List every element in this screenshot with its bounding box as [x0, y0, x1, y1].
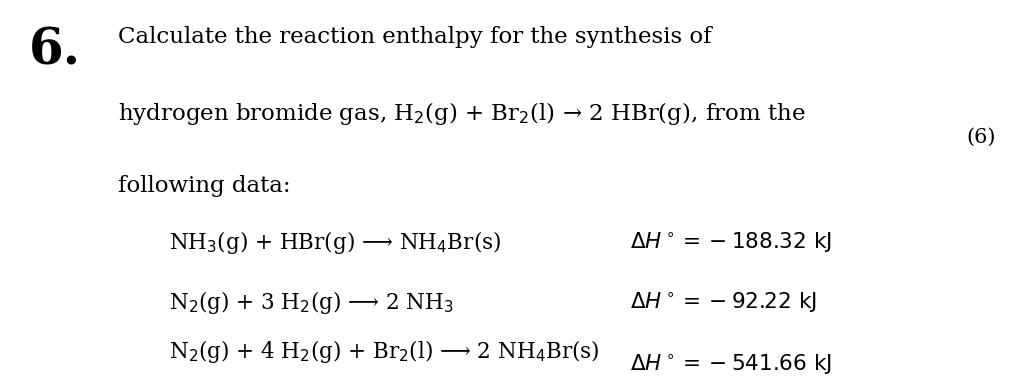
Text: 6.: 6. — [29, 26, 81, 75]
Text: N$_2$(g) + 3 H$_2$(g) ⟶ 2 NH$_3$: N$_2$(g) + 3 H$_2$(g) ⟶ 2 NH$_3$ — [169, 289, 454, 316]
Text: $\Delta H^\circ = -188.32\ \mathrm{kJ}$: $\Delta H^\circ = -188.32\ \mathrm{kJ}$ — [630, 230, 831, 255]
Text: following data:: following data: — [118, 175, 291, 197]
Text: NH$_3$(g) + HBr(g) ⟶ NH$_4$Br(s): NH$_3$(g) + HBr(g) ⟶ NH$_4$Br(s) — [169, 229, 501, 256]
Text: N$_2$(g) + 4 H$_2$(g) + Br$_2$(l) ⟶ 2 NH$_4$Br(s): N$_2$(g) + 4 H$_2$(g) + Br$_2$(l) ⟶ 2 NH… — [169, 338, 600, 365]
Text: (6): (6) — [967, 128, 995, 147]
Text: Calculate the reaction enthalpy for the synthesis of: Calculate the reaction enthalpy for the … — [118, 26, 712, 49]
Text: $\Delta H^\circ = -541.66\ \mathrm{kJ}$: $\Delta H^\circ = -541.66\ \mathrm{kJ}$ — [630, 353, 831, 376]
Text: $\Delta H^\circ = -92.22\ \mathrm{kJ}$: $\Delta H^\circ = -92.22\ \mathrm{kJ}$ — [630, 291, 816, 315]
Text: hydrogen bromide gas, H$_2$(g) + Br$_2$(l) → 2 HBr(g), from the: hydrogen bromide gas, H$_2$(g) + Br$_2$(… — [118, 100, 805, 127]
